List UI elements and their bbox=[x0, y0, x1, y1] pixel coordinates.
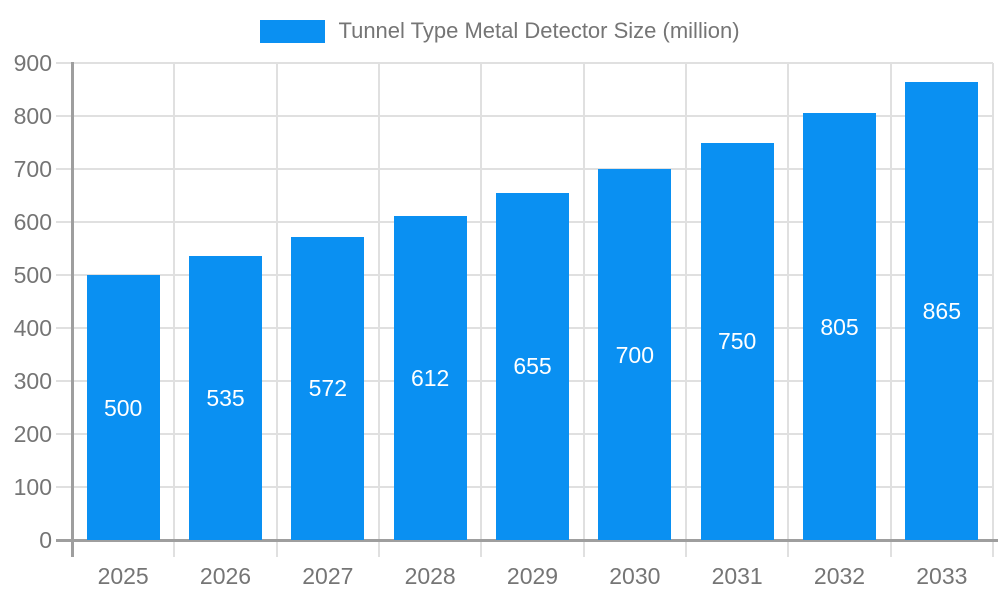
bar-value-label: 572 bbox=[308, 375, 348, 402]
x-tick-label: 2029 bbox=[506, 563, 559, 589]
x-axis-tick bbox=[787, 540, 790, 557]
bar bbox=[291, 236, 365, 540]
bar-value-label: 535 bbox=[206, 385, 245, 412]
x-axis-tick bbox=[992, 540, 994, 557]
gridline-horizontal bbox=[72, 62, 993, 64]
gridline-vertical bbox=[173, 63, 176, 540]
bar-value-label: 750 bbox=[717, 328, 757, 355]
bar-value-label: 805 bbox=[820, 313, 859, 340]
bar bbox=[700, 142, 774, 540]
gridline-vertical bbox=[582, 63, 585, 540]
y-tick-label: 100 bbox=[13, 474, 52, 500]
x-tick-label: 2026 bbox=[199, 563, 252, 589]
x-tick-label: 2031 bbox=[711, 563, 763, 589]
legend-swatch-icon[interactable] bbox=[260, 19, 326, 43]
x-tick-label: 2033 bbox=[916, 563, 968, 589]
bar bbox=[905, 81, 979, 540]
y-axis-tick bbox=[56, 115, 72, 117]
gridline-vertical bbox=[275, 63, 278, 540]
y-axis-tick bbox=[56, 62, 72, 64]
bar bbox=[803, 113, 876, 540]
x-tick-label: 2028 bbox=[404, 563, 456, 589]
gridline-vertical bbox=[889, 63, 892, 540]
x-tick-label: 2032 bbox=[813, 563, 866, 589]
gridline-horizontal bbox=[72, 168, 993, 170]
gridline-vertical bbox=[378, 63, 380, 540]
bar-value-label: 612 bbox=[410, 364, 450, 391]
x-axis-tick bbox=[378, 540, 380, 557]
bar-value-label: 500 bbox=[103, 394, 143, 421]
gridline-vertical bbox=[787, 63, 790, 540]
bar bbox=[496, 192, 569, 540]
bar bbox=[598, 169, 672, 540]
y-axis-tick bbox=[56, 168, 72, 170]
y-tick-label: 400 bbox=[13, 315, 52, 341]
y-axis-tick bbox=[56, 327, 72, 329]
x-axis-tick bbox=[173, 540, 176, 557]
x-axis-tick bbox=[275, 540, 278, 557]
x-tick-label: 2025 bbox=[97, 563, 149, 589]
y-axis-tick bbox=[56, 380, 72, 382]
x-tick-label: 2027 bbox=[302, 563, 354, 589]
bar bbox=[189, 256, 262, 540]
y-axis-tick bbox=[56, 274, 72, 276]
x-axis-tick bbox=[480, 540, 483, 557]
y-tick-label: 300 bbox=[13, 368, 52, 394]
bar-value-label: 700 bbox=[615, 341, 655, 368]
x-axis-tick bbox=[889, 540, 892, 557]
x-axis-tick bbox=[582, 540, 585, 557]
y-tick-label: 500 bbox=[13, 262, 52, 288]
y-axis-tick bbox=[56, 221, 72, 223]
gridline-horizontal bbox=[72, 115, 993, 117]
x-tick-label: 2030 bbox=[609, 563, 661, 589]
y-tick-label: 900 bbox=[13, 50, 52, 76]
y-tick-label: 600 bbox=[13, 209, 52, 235]
y-tick-label: 800 bbox=[13, 103, 52, 129]
x-axis-line bbox=[56, 539, 998, 542]
gridline-vertical bbox=[480, 63, 483, 540]
y-tick-label: 0 bbox=[39, 527, 52, 553]
bar bbox=[86, 275, 160, 540]
y-axis-tick bbox=[56, 433, 72, 435]
y-tick-label: 200 bbox=[13, 421, 52, 447]
y-axis-tick bbox=[56, 486, 72, 488]
bar-value-label: 865 bbox=[922, 297, 962, 324]
bar bbox=[393, 215, 467, 540]
legend-label[interactable]: Tunnel Type Metal Detector Size (million… bbox=[338, 18, 740, 43]
y-axis-line bbox=[71, 62, 74, 557]
gridline-vertical bbox=[685, 63, 687, 540]
y-tick-label: 700 bbox=[13, 156, 52, 182]
gridline-vertical bbox=[992, 63, 994, 540]
legend: Tunnel Type Metal Detector Size (million… bbox=[0, 18, 1000, 44]
bar-value-label: 655 bbox=[513, 353, 552, 380]
x-axis-tick bbox=[685, 540, 687, 557]
